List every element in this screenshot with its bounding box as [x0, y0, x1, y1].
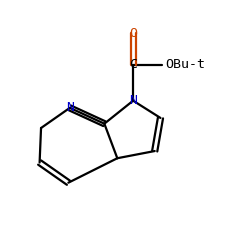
Text: C: C: [129, 58, 137, 71]
Text: N: N: [66, 101, 74, 114]
Text: O: O: [129, 27, 137, 40]
Text: OBu-t: OBu-t: [165, 58, 205, 71]
Text: N: N: [129, 94, 137, 107]
